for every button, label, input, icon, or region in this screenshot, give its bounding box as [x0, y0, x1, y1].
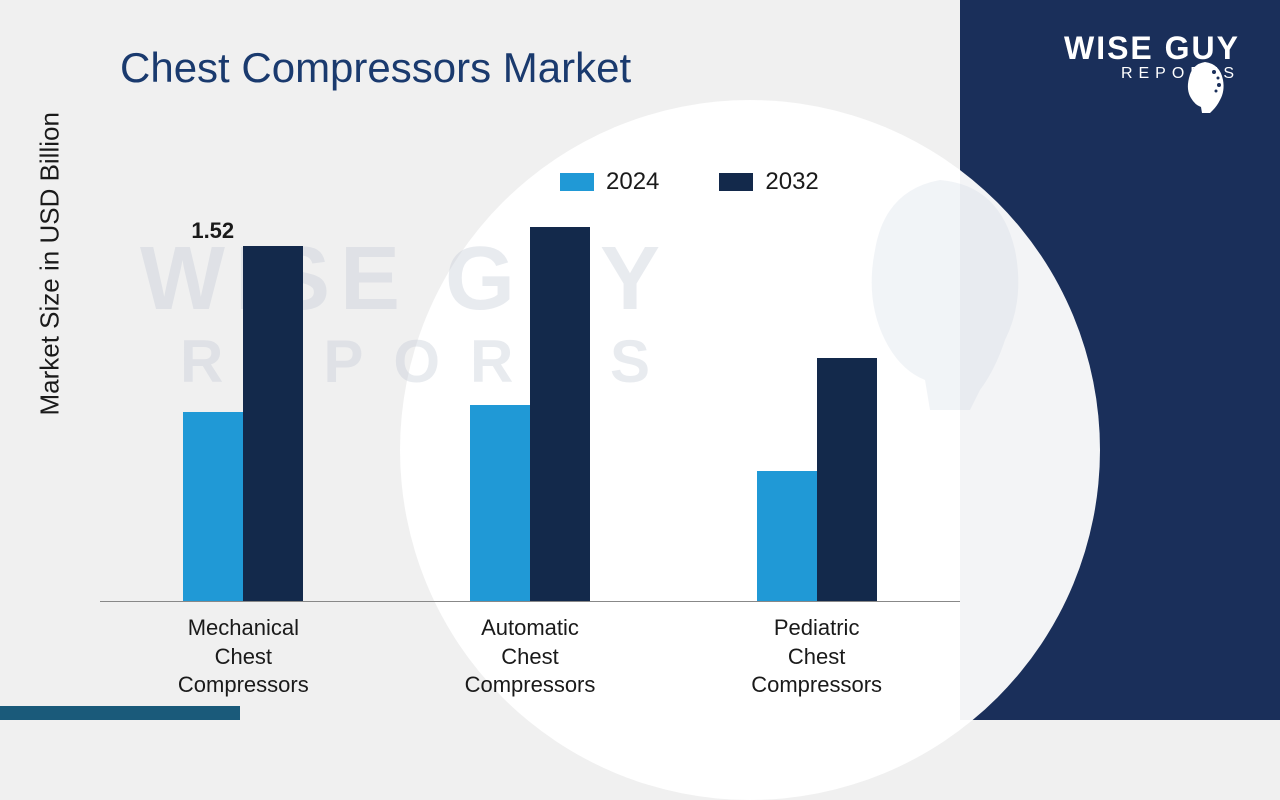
brand-logo: WISE GUY REPORTS: [1064, 30, 1240, 83]
bar-2032: [243, 246, 303, 602]
legend-label-2024: 2024: [606, 168, 659, 196]
bar-2024: [757, 471, 817, 602]
bar-group: [470, 227, 590, 602]
bar-2032: [530, 227, 590, 602]
chart-title: Chest Compressors Market: [120, 44, 631, 92]
legend-label-2032: 2032: [765, 168, 818, 196]
x-axis-category-label: MechanicalChestCompressors: [143, 614, 343, 700]
bar-2024: [470, 405, 530, 603]
bar-2032: [817, 358, 877, 602]
legend-swatch-2024: [560, 173, 594, 191]
bar-value-label: 1.52: [191, 218, 234, 244]
bar-group: 1.52: [183, 246, 303, 602]
y-axis-label: Market Size in USD Billion: [35, 112, 66, 415]
legend: 2024 2032: [560, 168, 819, 196]
legend-swatch-2032: [719, 173, 753, 191]
bottom-accent-bar: [0, 706, 240, 720]
legend-item-2032: 2032: [719, 168, 818, 196]
bar-2024: [183, 412, 243, 602]
logo-head-icon: [1180, 58, 1230, 113]
bars-container: 1.52: [100, 202, 960, 602]
bar-group: [757, 358, 877, 602]
x-axis-labels: MechanicalChestCompressors AutomaticChest…: [100, 614, 960, 700]
legend-item-2024: 2024: [560, 168, 659, 196]
x-axis-category-label: PediatricChestCompressors: [717, 614, 917, 700]
x-axis-category-label: AutomaticChestCompressors: [430, 614, 630, 700]
x-axis-line: [100, 601, 960, 602]
